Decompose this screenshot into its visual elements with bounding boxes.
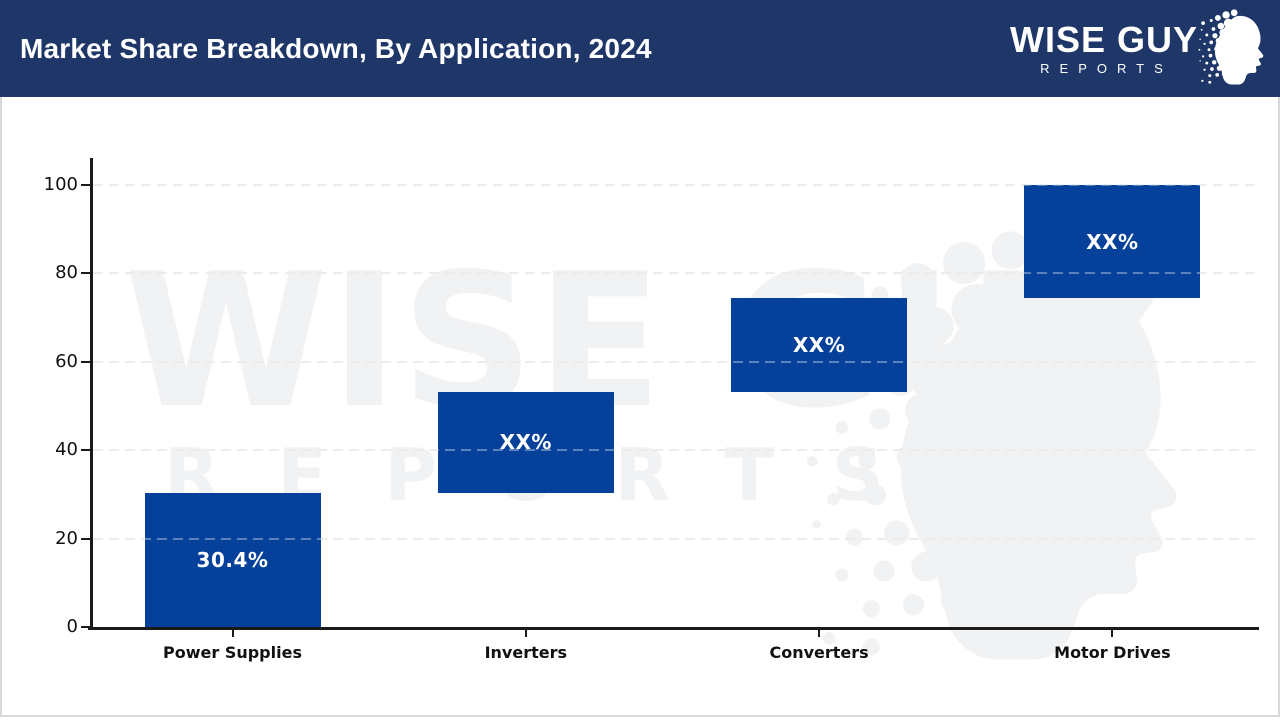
y-tick-label: 40 <box>55 439 78 461</box>
x-tick-mark <box>818 629 821 637</box>
logo-subtitle: REPORTS <box>1040 61 1173 76</box>
y-tick-label: 80 <box>55 262 78 284</box>
chart-panel: WISE GUY REPORTS 30.4%XX%XX%XX%020406080… <box>0 97 1280 717</box>
logo-wordmark: WISE GUY <box>1009 19 1198 60</box>
chart-title: Market Share Breakdown, By Application, … <box>20 32 652 64</box>
y-tick-label: 60 <box>55 350 78 372</box>
x-axis-category-label: Power Supplies <box>163 643 302 662</box>
bar-value-label: XX% <box>792 332 846 357</box>
gridline <box>93 449 1255 452</box>
x-axis-category-label: Inverters <box>484 643 568 662</box>
logo-text: WISE GUY REPORTS <box>1009 19 1198 76</box>
x-axis-line <box>88 627 1259 630</box>
logo-face-icon <box>1198 8 1264 85</box>
wise-guy-logo: WISE GUY REPORTS <box>1010 8 1266 90</box>
y-tick-label: 20 <box>55 527 78 549</box>
waterfall-chart: 30.4% XX% XX% XX% 0 20 40 60 80 100 Power Supplies… <box>2 97 1278 715</box>
bar-motor-drives: XX% <box>1024 185 1201 299</box>
gridline <box>93 184 1255 186</box>
x-tick-mark <box>1111 629 1114 637</box>
x-tick-mark <box>231 629 234 637</box>
header-bar: Market Share Breakdown, By Application, … <box>0 0 1280 97</box>
gridline-overlay <box>93 449 1255 452</box>
gridline <box>93 272 1255 275</box>
bar-value-label: XX% <box>499 430 552 455</box>
bar-inverters: XX% <box>437 391 614 493</box>
gridline-overlay <box>93 537 1255 540</box>
x-axis-category-label: Motor Drives <box>1054 643 1171 662</box>
y-tick-mark <box>81 272 90 275</box>
bar-power-supplies: 30.4% <box>144 492 321 627</box>
y-axis-line <box>90 158 93 629</box>
y-tick-mark <box>81 449 90 452</box>
gridline <box>93 360 1255 363</box>
y-tick-mark <box>81 360 90 363</box>
gridline-overlay <box>93 360 1255 363</box>
y-tick-mark <box>81 626 90 628</box>
y-tick-mark <box>81 537 90 540</box>
x-tick-mark <box>524 629 527 637</box>
gridline-overlay <box>93 184 1255 186</box>
bar-value-label: XX% <box>1086 229 1139 254</box>
x-axis-category-label: Converters <box>769 643 869 662</box>
gridline <box>93 537 1255 540</box>
bar-converters: XX% <box>731 298 908 392</box>
y-tick-label: 100 <box>43 174 78 195</box>
bar-value-label: 30.4% <box>196 547 269 572</box>
gridline-overlay <box>93 272 1255 275</box>
y-tick-label: 0 <box>66 616 78 637</box>
y-tick-mark <box>81 184 90 186</box>
